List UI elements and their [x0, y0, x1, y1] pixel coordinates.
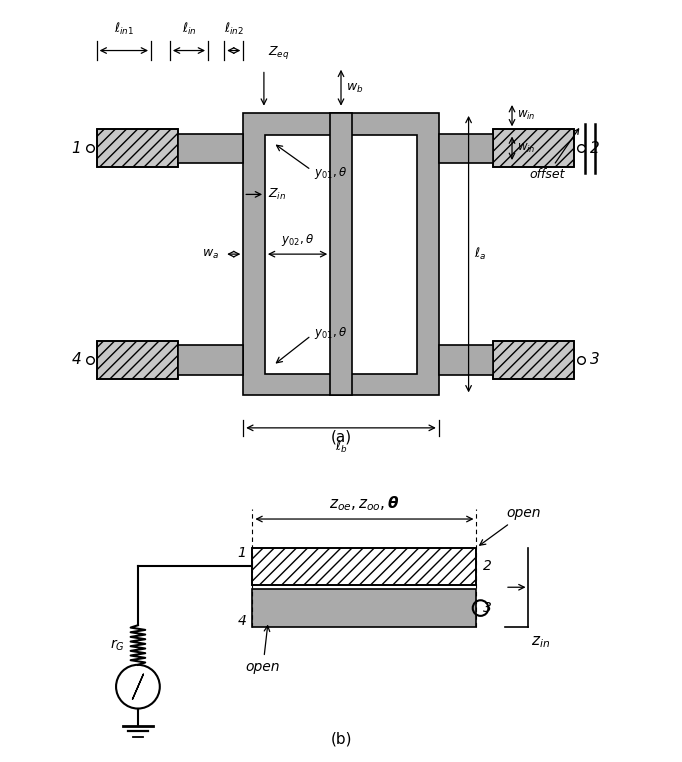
Text: 4: 4 [237, 614, 246, 629]
Bar [493, 130, 574, 168]
Text: 3: 3 [483, 601, 492, 615]
Bar [252, 548, 477, 585]
Text: $w_a$: $w_a$ [202, 248, 219, 261]
Text: $w_{in}$: $w_{in}$ [518, 109, 536, 122]
Text: 2: 2 [483, 559, 492, 574]
Text: $Z_{eq}$: $Z_{eq}$ [268, 44, 290, 62]
Bar [97, 130, 178, 168]
Text: $\ell_{in1}$: $\ell_{in1}$ [114, 21, 134, 37]
Text: $\ell_{in2}$: $\ell_{in2}$ [224, 21, 243, 37]
Bar [252, 548, 477, 585]
Bar [252, 589, 477, 627]
Text: (b): (b) [330, 732, 352, 747]
Text: offset: offset [529, 129, 578, 181]
Bar [97, 341, 178, 379]
Bar [439, 133, 493, 163]
Bar [493, 341, 574, 379]
Text: $w_{in}$: $w_{in}$ [518, 142, 536, 155]
Text: $\ell_b$: $\ell_b$ [335, 439, 347, 455]
Text: $\ell_{in}$: $\ell_{in}$ [181, 21, 196, 37]
Text: open: open [479, 507, 541, 545]
Text: 4: 4 [72, 353, 81, 367]
Bar [178, 133, 243, 163]
Text: $y_{01},\theta$: $y_{01},\theta$ [314, 325, 347, 341]
Text: $z_{oe},z_{oo},\boldsymbol{\theta}$: $z_{oe},z_{oo},\boldsymbol{\theta}$ [329, 494, 400, 513]
Text: $Z_{in}$: $Z_{in}$ [268, 187, 286, 202]
Text: 1: 1 [237, 546, 246, 560]
Bar [330, 113, 352, 395]
Bar [439, 345, 493, 375]
Text: open: open [246, 626, 280, 674]
Bar [97, 341, 178, 379]
Text: $\ell_a$: $\ell_a$ [474, 246, 486, 262]
Text: $w_b$: $w_b$ [346, 82, 364, 95]
Text: $y_{02},\theta$: $y_{02},\theta$ [281, 232, 314, 248]
Text: (a): (a) [331, 429, 351, 444]
Text: 2: 2 [590, 141, 599, 155]
Bar [243, 113, 439, 395]
Text: 3: 3 [590, 353, 599, 367]
Text: 1: 1 [72, 141, 81, 155]
Text: $y_{01},\theta$: $y_{01},\theta$ [314, 165, 347, 181]
Text: $z_{in}$: $z_{in}$ [531, 635, 550, 650]
Bar [493, 130, 574, 168]
Text: $r_G$: $r_G$ [110, 637, 125, 653]
Bar [493, 341, 574, 379]
Bar [178, 345, 243, 375]
Bar [265, 135, 417, 373]
Bar [97, 130, 178, 168]
